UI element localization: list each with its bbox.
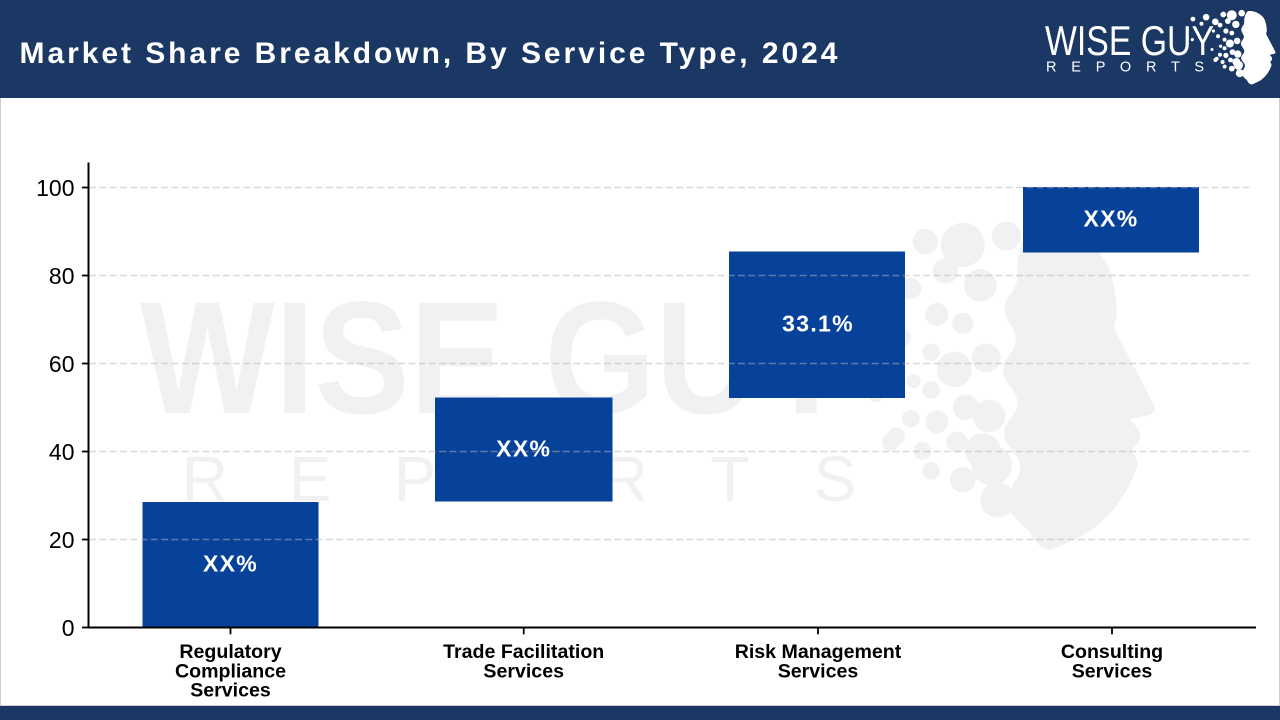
svg-text:Regulatory: Regulatory (179, 641, 281, 663)
svg-text:WISE GUY: WISE GUY (1045, 18, 1214, 65)
svg-text:100: 100 (36, 175, 74, 201)
svg-text:XX%: XX% (203, 551, 258, 577)
svg-text:Risk Management: Risk Management (735, 641, 902, 663)
svg-text:80: 80 (49, 263, 75, 289)
svg-text:R E P O R T S: R E P O R T S (1046, 60, 1204, 76)
svg-text:Services: Services (1072, 660, 1153, 682)
svg-text:Services: Services (483, 660, 564, 682)
svg-text:Services: Services (190, 680, 271, 702)
svg-text:Trade Facilitation: Trade Facilitation (443, 641, 604, 663)
svg-text:60: 60 (49, 351, 75, 377)
svg-text:Services: Services (778, 660, 859, 682)
svg-text:P: P (394, 443, 437, 515)
svg-text:Compliance: Compliance (175, 660, 286, 682)
svg-text:T: T (710, 443, 749, 515)
svg-text:0: 0 (62, 615, 75, 641)
svg-text:XX%: XX% (496, 436, 551, 462)
svg-text:40: 40 (49, 439, 75, 465)
svg-text:33.1%: 33.1% (782, 311, 854, 337)
svg-text:S: S (814, 443, 857, 515)
svg-text:20: 20 (49, 527, 75, 553)
svg-text:XX%: XX% (1083, 206, 1138, 232)
svg-text:Consulting: Consulting (1061, 641, 1163, 663)
